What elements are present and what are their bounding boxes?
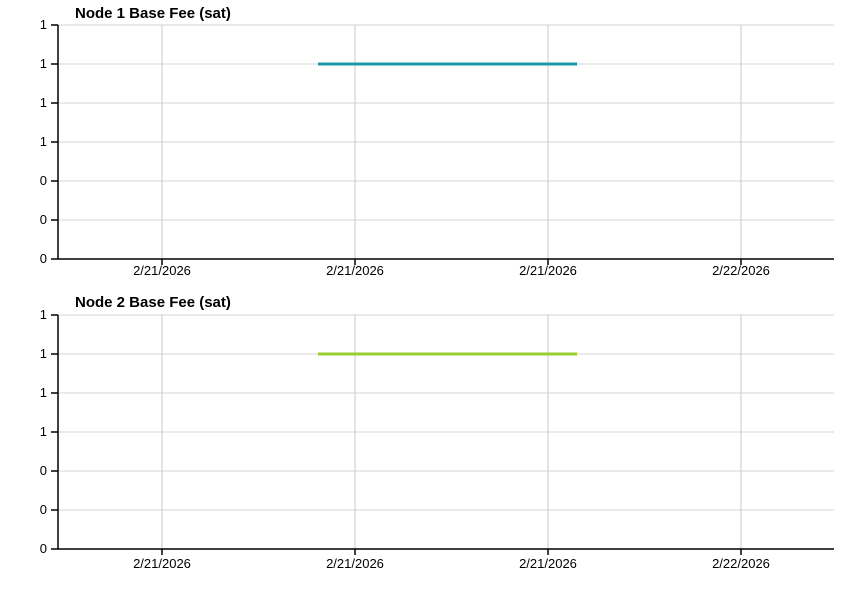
- y-tick-label: 0: [40, 212, 47, 227]
- y-tick-label: 0: [40, 251, 47, 266]
- y-tick-label: 1: [40, 307, 47, 322]
- chart2-y-ticks: [51, 314, 58, 550]
- y-tick-label: 1: [40, 346, 47, 361]
- chart1-title: Node 1 Base Fee (sat): [75, 5, 231, 22]
- y-tick-label: 0: [40, 173, 47, 188]
- x-tick-label: 2/21/2026: [133, 556, 191, 571]
- x-tick-label: 2/21/2026: [326, 556, 384, 571]
- x-tick-label: 2/21/2026: [133, 263, 191, 278]
- chart-node1: Node 1 Base Fee (sat): [40, 5, 834, 278]
- x-tick-label: 2/21/2026: [519, 556, 577, 571]
- chart2-title: Node 2 Base Fee (sat): [75, 294, 231, 311]
- chart1-vertical-gridlines: [161, 25, 742, 259]
- y-tick-label: 1: [40, 95, 47, 110]
- x-tick-label: 2/21/2026: [326, 263, 384, 278]
- chart1-y-ticks: [51, 24, 58, 260]
- chart2-x-ticks: [161, 549, 742, 555]
- chart1-horizontal-gridlines: [58, 24, 834, 221]
- y-tick-label: 1: [40, 17, 47, 32]
- y-tick-label: 1: [40, 134, 47, 149]
- chart2-horizontal-gridlines: [58, 314, 834, 511]
- y-tick-label: 1: [40, 385, 47, 400]
- x-tick-label: 2/22/2026: [712, 556, 770, 571]
- chart-node2: Node 2 Base Fee (sat): [40, 294, 834, 571]
- chart2-y-tick-labels: 1 1 1 1 0 0 0: [40, 307, 47, 556]
- chart2-x-tick-labels: 2/21/2026 2/21/2026 2/21/2026 2/22/2026: [133, 556, 770, 571]
- chart1-x-ticks: [161, 259, 742, 265]
- y-tick-label: 0: [40, 502, 47, 517]
- y-tick-label: 0: [40, 541, 47, 556]
- y-tick-label: 1: [40, 56, 47, 71]
- chart1-y-tick-labels: 1 1 1 1 0 0 0: [40, 17, 47, 266]
- x-tick-label: 2/21/2026: [519, 263, 577, 278]
- y-tick-label: 1: [40, 424, 47, 439]
- y-tick-label: 0: [40, 463, 47, 478]
- x-tick-label: 2/22/2026: [712, 263, 770, 278]
- chart1-x-tick-labels: 2/21/2026 2/21/2026 2/21/2026 2/22/2026: [133, 263, 770, 278]
